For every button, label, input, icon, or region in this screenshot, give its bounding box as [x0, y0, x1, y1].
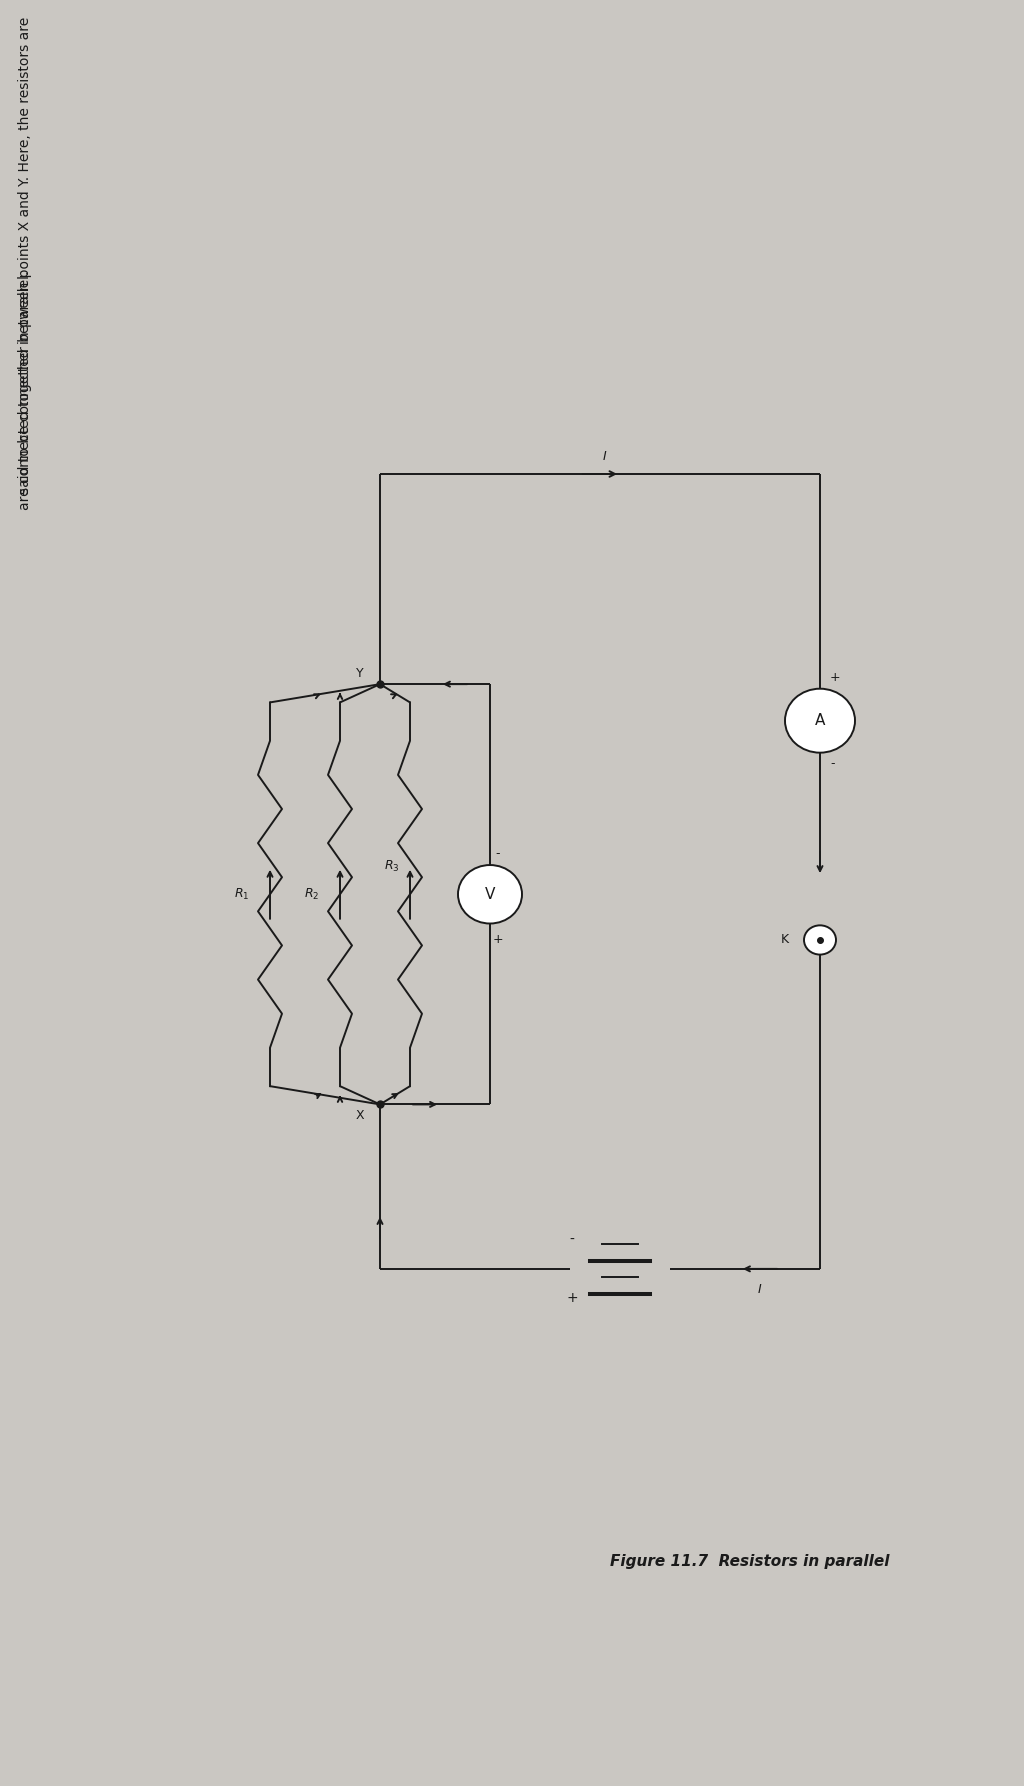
Text: A: A [815, 713, 825, 729]
Circle shape [458, 864, 522, 923]
Text: -: - [569, 1232, 574, 1247]
Circle shape [785, 689, 855, 752]
Text: +: + [493, 932, 504, 945]
Text: X: X [355, 1109, 365, 1122]
Circle shape [804, 925, 836, 954]
Text: -: - [496, 848, 501, 861]
Text: -: - [830, 757, 835, 770]
Text: Y: Y [356, 666, 364, 679]
Text: I: I [603, 450, 607, 463]
Text: said to be connected in parallel.: said to be connected in parallel. [18, 271, 32, 495]
Text: V: V [484, 888, 496, 902]
Text: K: K [781, 934, 790, 947]
Text: +: + [566, 1291, 578, 1306]
Text: Figure 11.7  Resistors in parallel: Figure 11.7 Resistors in parallel [610, 1554, 890, 1568]
Text: $R_2$: $R_2$ [304, 886, 319, 902]
Text: are connected together between points X and Y. Here, the resistors are: are connected together between points X … [18, 18, 32, 511]
Text: +: + [830, 672, 841, 684]
Text: I: I [758, 1282, 762, 1295]
Text: $R_3$: $R_3$ [384, 859, 399, 875]
Text: $R_1$: $R_1$ [234, 886, 250, 902]
